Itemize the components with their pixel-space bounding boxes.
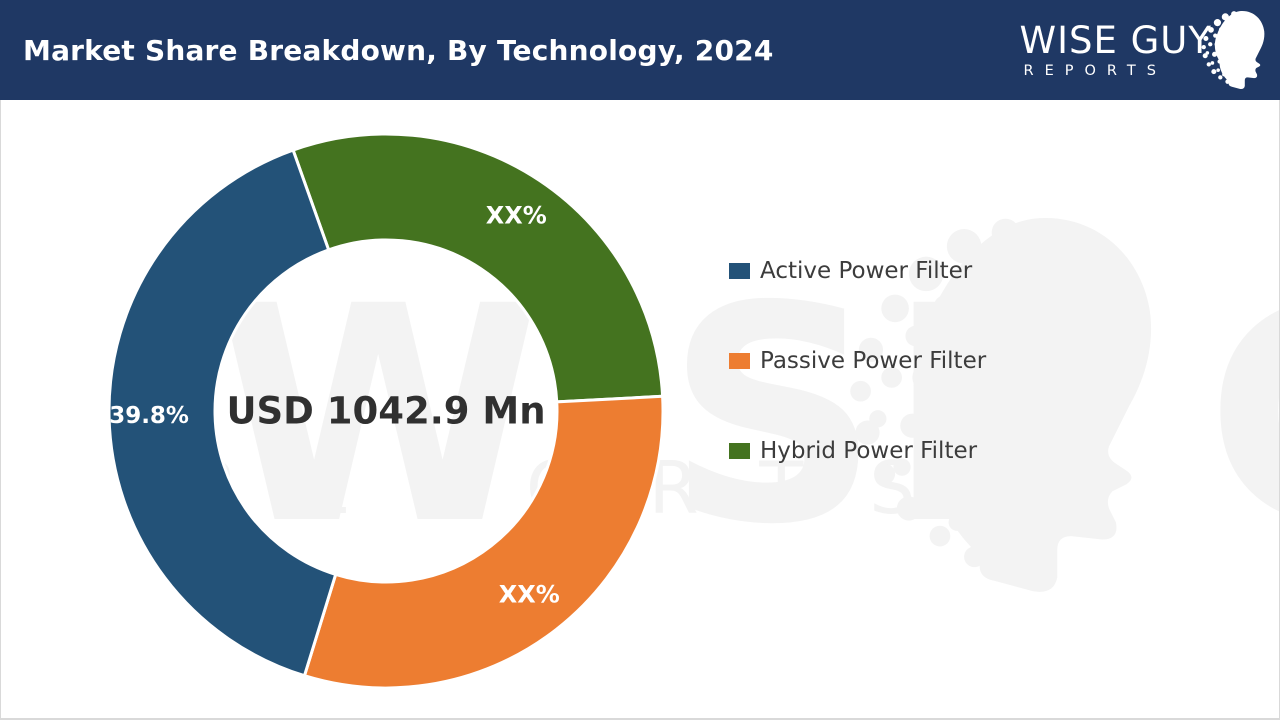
donut-segment-hybrid-power-filter <box>291 132 665 404</box>
segment-label-active-power-filter: 39.8% <box>109 403 189 429</box>
donut-segment-active-power-filter <box>107 148 338 678</box>
legend-swatch-hybrid-power-filter <box>729 443 750 459</box>
legend-label: Passive Power Filter <box>760 348 987 374</box>
brand-wordmark: WISE GUY REPORTS <box>1020 22 1212 79</box>
segment-label-hybrid-power-filter: XX% <box>486 201 547 229</box>
donut-center-label: USD 1042.9 Mn <box>226 389 546 433</box>
legend-swatch-passive-power-filter <box>729 353 750 369</box>
donut-chart: XX% XX% 39.8% <box>107 132 665 690</box>
chart-area: WISE GUY REPORTS XX%XX%39.8% USD 1042.9 … <box>0 100 1280 720</box>
legend-label: Hybrid Power Filter <box>760 438 978 464</box>
header-bar: Market Share Breakdown, By Technology, 2… <box>0 0 1280 100</box>
brand-wordmark-line1: WISE GUY <box>1019 18 1212 62</box>
page-title: Market Share Breakdown, By Technology, 2… <box>23 33 774 67</box>
brand-logo: WISE GUY REPORTS <box>1020 0 1270 100</box>
legend-item-passive-power-filter: Passive Power Filter <box>729 346 986 376</box>
brand-face-icon <box>1201 10 1265 89</box>
segment-label-passive-power-filter: XX% <box>499 581 560 609</box>
donut-segment-passive-power-filter <box>302 394 665 690</box>
legend-item-active-power-filter: Active Power Filter <box>729 256 986 286</box>
legend-item-hybrid-power-filter: Hybrid Power Filter <box>729 436 986 466</box>
legend-swatch-active-power-filter <box>729 263 750 279</box>
chart-legend: Active Power Filter Passive Power Filter… <box>729 256 986 466</box>
brand-wordmark-line2: REPORTS <box>1023 62 1167 79</box>
legend-label: Active Power Filter <box>760 258 973 284</box>
